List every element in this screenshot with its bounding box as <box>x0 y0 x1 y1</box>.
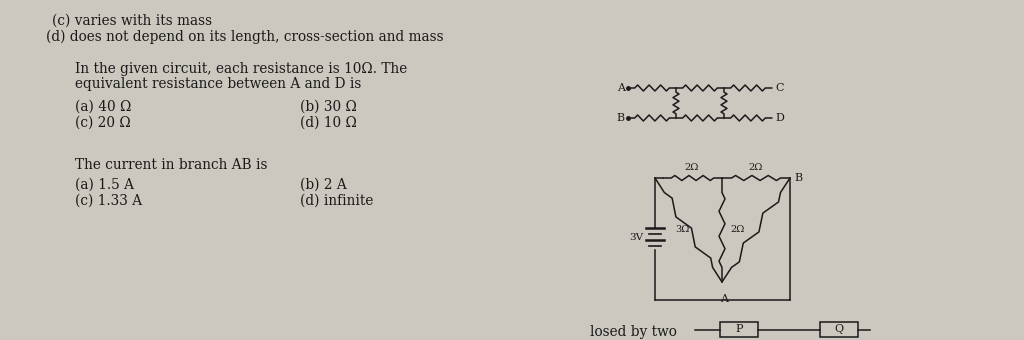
Text: B: B <box>616 113 625 123</box>
Bar <box>820 322 858 337</box>
Text: B: B <box>794 173 802 183</box>
Text: (a) 1.5 A: (a) 1.5 A <box>75 178 134 192</box>
Text: 2Ω: 2Ω <box>730 225 744 235</box>
Text: (b) 30 Ω: (b) 30 Ω <box>300 100 357 114</box>
Text: A: A <box>617 83 625 93</box>
Bar <box>720 322 758 337</box>
Text: D: D <box>775 113 784 123</box>
Text: (d) does not depend on its length, cross-section and mass: (d) does not depend on its length, cross… <box>46 30 443 45</box>
Text: (c) varies with its mass: (c) varies with its mass <box>52 14 212 28</box>
Text: (c) 20 Ω: (c) 20 Ω <box>75 116 131 130</box>
Text: 3Ω: 3Ω <box>675 225 689 235</box>
Text: Q: Q <box>835 324 844 335</box>
Text: (b) 2 A: (b) 2 A <box>300 178 347 192</box>
Text: (d) 10 Ω: (d) 10 Ω <box>300 116 357 130</box>
Text: A: A <box>720 294 728 304</box>
Text: 3V: 3V <box>629 233 643 241</box>
Text: (c) 1.33 A: (c) 1.33 A <box>75 194 142 208</box>
Text: 2Ω: 2Ω <box>749 163 763 171</box>
Text: P: P <box>735 324 742 335</box>
Text: In the given circuit, each resistance is 10Ω. The: In the given circuit, each resistance is… <box>75 62 408 76</box>
Text: 2Ω: 2Ω <box>685 163 699 171</box>
Text: (d) infinite: (d) infinite <box>300 194 374 208</box>
Text: losed by two: losed by two <box>590 325 677 339</box>
Text: (a) 40 Ω: (a) 40 Ω <box>75 100 131 114</box>
Text: The current in branch AB is: The current in branch AB is <box>75 158 267 172</box>
Text: equivalent resistance between A and D is: equivalent resistance between A and D is <box>75 77 361 91</box>
Text: C: C <box>775 83 783 93</box>
